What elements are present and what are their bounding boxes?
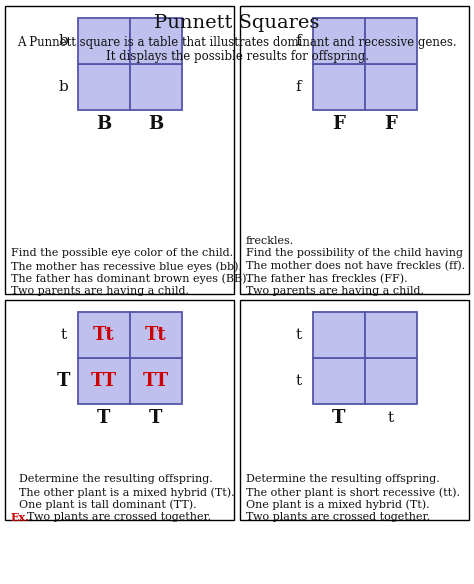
Text: Determine the resulting offspring.: Determine the resulting offspring. [19, 474, 213, 485]
Text: B: B [96, 115, 111, 133]
Text: One plant is tall dominant (TT).: One plant is tall dominant (TT). [19, 499, 197, 510]
Text: t: t [295, 328, 301, 342]
Text: The father has freckles (FF).: The father has freckles (FF). [246, 273, 408, 284]
Text: t: t [295, 374, 301, 388]
Bar [129, 18, 182, 64]
Bar [312, 358, 365, 404]
Bar [365, 18, 417, 64]
Bar [78, 64, 129, 110]
Text: freckles.: freckles. [246, 236, 294, 246]
Text: F: F [332, 115, 345, 133]
Text: Two parents are having a child.: Two parents are having a child. [11, 286, 189, 296]
Bar [240, 6, 469, 294]
Text: It displays the possible results for offspring.: It displays the possible results for off… [106, 50, 368, 63]
Text: T: T [57, 372, 70, 390]
Bar [129, 358, 182, 404]
Bar [312, 312, 365, 358]
Bar [78, 18, 129, 64]
Text: T: T [97, 409, 110, 427]
Text: TT: TT [91, 372, 117, 390]
Text: Two plants are crossed together.: Two plants are crossed together. [246, 512, 430, 522]
Bar [5, 6, 234, 294]
Text: f: f [296, 80, 301, 94]
Text: A Punnett square is a table that illustrates dominant and recessive genes.: A Punnett square is a table that illustr… [17, 36, 457, 49]
Bar [129, 312, 182, 358]
Text: The other plant is a mixed hybrid (Tt).: The other plant is a mixed hybrid (Tt). [19, 487, 235, 498]
Text: b: b [59, 34, 68, 48]
Text: t: t [387, 411, 393, 425]
Text: Ex.: Ex. [11, 512, 30, 523]
Text: T: T [332, 409, 345, 427]
Bar [312, 64, 365, 110]
Text: b: b [59, 80, 68, 94]
Text: Find the possible eye color of the child.: Find the possible eye color of the child… [11, 249, 233, 259]
Text: The mother has recessive blue eyes (bb).: The mother has recessive blue eyes (bb). [11, 261, 242, 272]
Text: The father has dominant brown eyes (BB).: The father has dominant brown eyes (BB). [11, 273, 250, 284]
Text: F: F [384, 115, 397, 133]
Text: Tt: Tt [145, 326, 166, 344]
Text: t: t [61, 328, 66, 342]
Text: TT: TT [143, 372, 169, 390]
Bar [365, 312, 417, 358]
Text: The other plant is short recessive (tt).: The other plant is short recessive (tt). [246, 487, 460, 498]
Text: Punnett Squares: Punnett Squares [155, 14, 319, 32]
Text: f: f [296, 34, 301, 48]
Text: B: B [148, 115, 163, 133]
Text: Two parents are having a child.: Two parents are having a child. [246, 286, 424, 296]
Text: Two plants are crossed together.: Two plants are crossed together. [27, 512, 211, 522]
Bar [5, 300, 234, 520]
Text: T: T [149, 409, 162, 427]
Text: One plant is a mixed hybrid (Tt).: One plant is a mixed hybrid (Tt). [246, 499, 429, 510]
Bar [78, 358, 129, 404]
Text: The mother does not have freckles (ff).: The mother does not have freckles (ff). [246, 261, 465, 272]
Bar [365, 64, 417, 110]
Bar [312, 18, 365, 64]
Bar [129, 64, 182, 110]
Bar [240, 300, 469, 520]
Text: Determine the resulting offspring.: Determine the resulting offspring. [246, 474, 440, 485]
Bar [78, 312, 129, 358]
Bar [365, 358, 417, 404]
Text: Tt: Tt [93, 326, 114, 344]
Text: Find the possibility of the child having: Find the possibility of the child having [246, 249, 463, 259]
